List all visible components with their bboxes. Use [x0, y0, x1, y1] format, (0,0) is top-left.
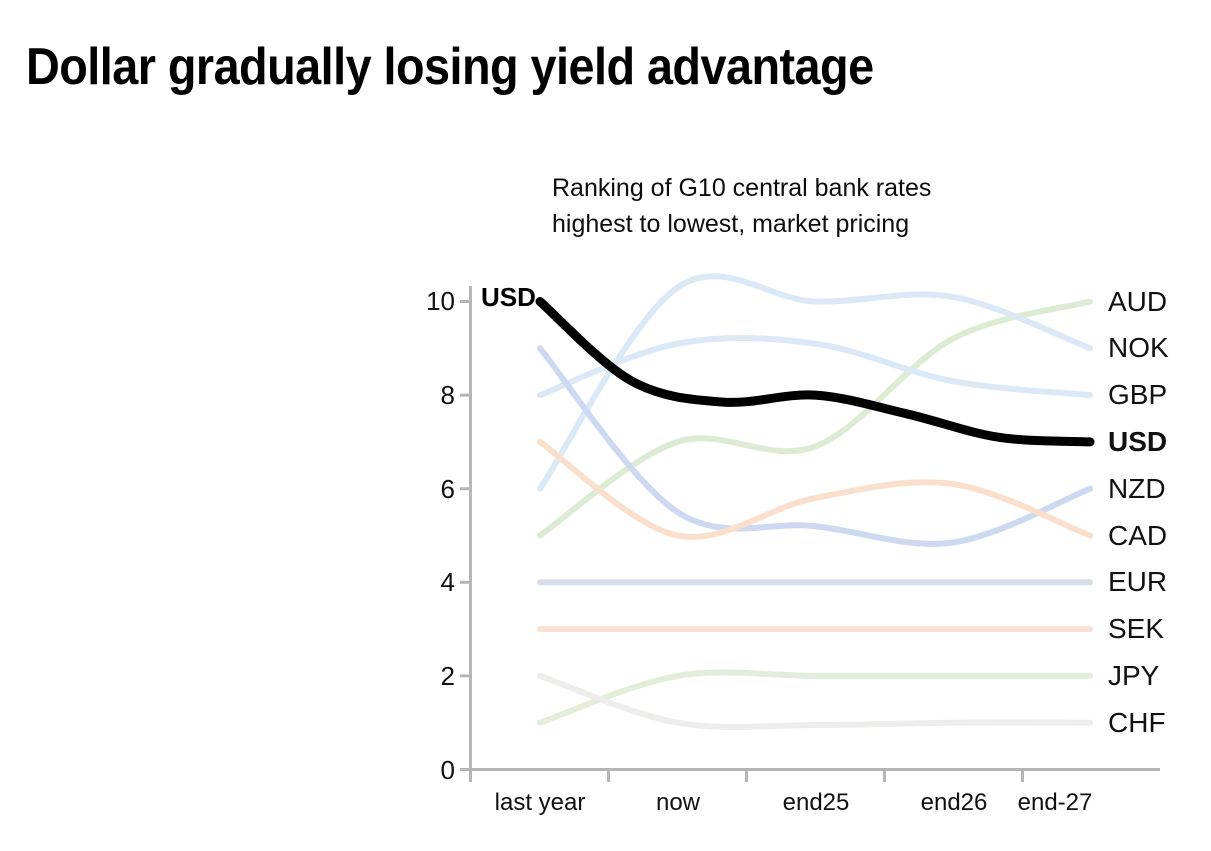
y-tick-label-6: 6 [440, 474, 455, 504]
series-end-label-nok: NOK [1108, 332, 1169, 364]
axis-lines [469, 286, 1160, 771]
series-end-label-usd: USD [1108, 425, 1168, 457]
series-line-cad [537, 438, 1093, 540]
series-end-label-cad: CAD [1108, 519, 1168, 551]
y-tick-label-4: 4 [440, 567, 455, 597]
x-tick-label-end-27: end-27 [1017, 789, 1093, 816]
x-tick-label-end26: end26 [920, 789, 988, 816]
series-end-label-gbp: GBP [1108, 379, 1168, 411]
series-end-label-nzd: NZD [1108, 472, 1166, 504]
series-line-usd [535, 297, 1095, 447]
chart-subtitle: Ranking of G10 central bank rates highes… [552, 174, 932, 238]
series-end-label-eur: EUR [1108, 566, 1168, 598]
usd-inline-series-label: USD [481, 282, 536, 312]
x-tick-label-last-year: last year [494, 789, 586, 816]
y-tick-label-0: 0 [440, 755, 455, 785]
series-end-label-chf: CHF [1108, 706, 1166, 738]
y-tick-label-10: 10 [426, 286, 455, 316]
series-end-label-sek: SEK [1108, 613, 1165, 645]
series-end-label-aud: AUD [1108, 285, 1168, 317]
series-line-chf [537, 672, 1093, 731]
x-axis-ticks [469, 769, 1024, 782]
series-line-nzd [537, 345, 1093, 547]
series-lines [535, 273, 1095, 731]
series-line-jpy [537, 669, 1093, 726]
page-title: Dollar gradually losing yield advantage [26, 38, 874, 96]
y-axis-ticks [460, 300, 470, 771]
x-tick-label-end25: end25 [782, 789, 850, 816]
x-tick-label-now: now [655, 789, 701, 816]
y-tick-label-2: 2 [440, 661, 455, 691]
series-line-gbp [537, 335, 1093, 399]
y-tick-label-8: 8 [440, 380, 455, 410]
series-line-aud [537, 298, 1093, 539]
series-end-label-jpy: JPY [1108, 659, 1160, 691]
